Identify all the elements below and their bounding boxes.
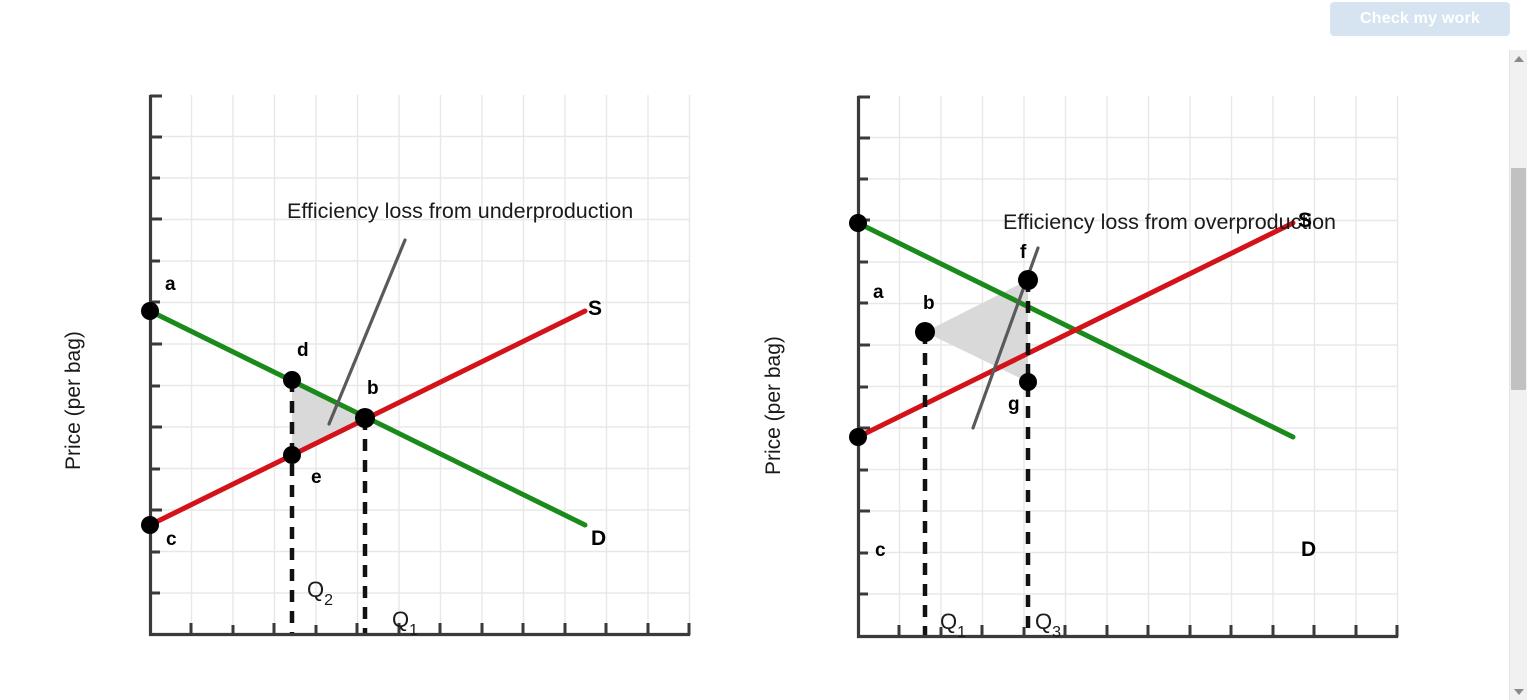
chart-overproduction: Price (per bag) [708,0,1527,700]
check-my-work-button[interactable]: Check my work [1330,2,1510,36]
point-marker-b-left [355,408,375,428]
gridlines-right [858,96,1399,637]
point-label-a-right: a [873,282,884,303]
supply-curve-label-left: S [588,297,602,320]
x-axis-ticks-right [897,625,1399,637]
point-label-f-right: f [1020,242,1027,263]
point-label-d-left: d [297,340,309,361]
deadweight-loss-triangle-right [925,280,1028,382]
quantity-label-q1-right: Q1 [940,609,966,641]
annotation-label-right: Efficiency loss from overproduction [1003,210,1336,234]
y-axis-title-left: Price (per bag) [62,331,85,470]
supply-curve-label-right: S [1298,209,1312,232]
y-axis-title-right: Price (per bag) [762,336,785,475]
demand-curve-label-right: D [1301,538,1316,561]
supply-curve-right [855,220,1296,440]
point-marker-c-left [141,516,159,534]
quantity-label-q2-left: Q2 [307,577,333,609]
point-label-b-right: b [923,293,935,314]
point-marker-a-left [141,302,159,320]
point-label-b-left: b [367,378,379,399]
deadweight-loss-triangle-left [292,380,365,455]
plot-background-left [150,95,690,635]
scrollbar-thumb[interactable] [1511,168,1526,390]
quantity-label-q3-right: Q3 [1035,609,1061,641]
point-marker-f-right [1018,270,1038,290]
point-label-g-right: g [1008,394,1020,415]
point-marker-g-right [1019,373,1037,391]
point-label-e-left: e [311,467,322,488]
scroll-down-arrow-icon[interactable] [1510,683,1527,700]
vertical-scrollbar[interactable] [1509,50,1527,700]
point-marker-c-right [849,428,867,446]
annotation-pointer-left [327,238,407,426]
scroll-up-arrow-icon[interactable] [1510,50,1527,67]
point-label-c-right: c [875,540,886,561]
point-marker-e-left [283,446,301,464]
plot-background-right [858,96,1398,637]
point-label-c-left: c [166,529,177,550]
gridlines-left [150,95,691,635]
x-axis-ticks-left [189,623,691,635]
point-label-a-left: a [165,274,176,295]
chart-left-svg: Efficiency loss from underproduction a c… [141,94,691,639]
point-marker-a-right [849,214,867,232]
quantity-label-q1-left: Q1 [392,607,418,639]
annotation-label-left: Efficiency loss from underproduction [287,199,633,223]
point-marker-b-right [915,322,935,342]
chart-right-svg: Efficiency loss from overproduction a c … [849,95,1399,641]
chart-underproduction: Price (per bag) [0,0,720,700]
y-axis-ticks-left [150,94,162,595]
point-marker-d-left [283,371,301,389]
demand-curve-label-left: D [591,527,606,550]
